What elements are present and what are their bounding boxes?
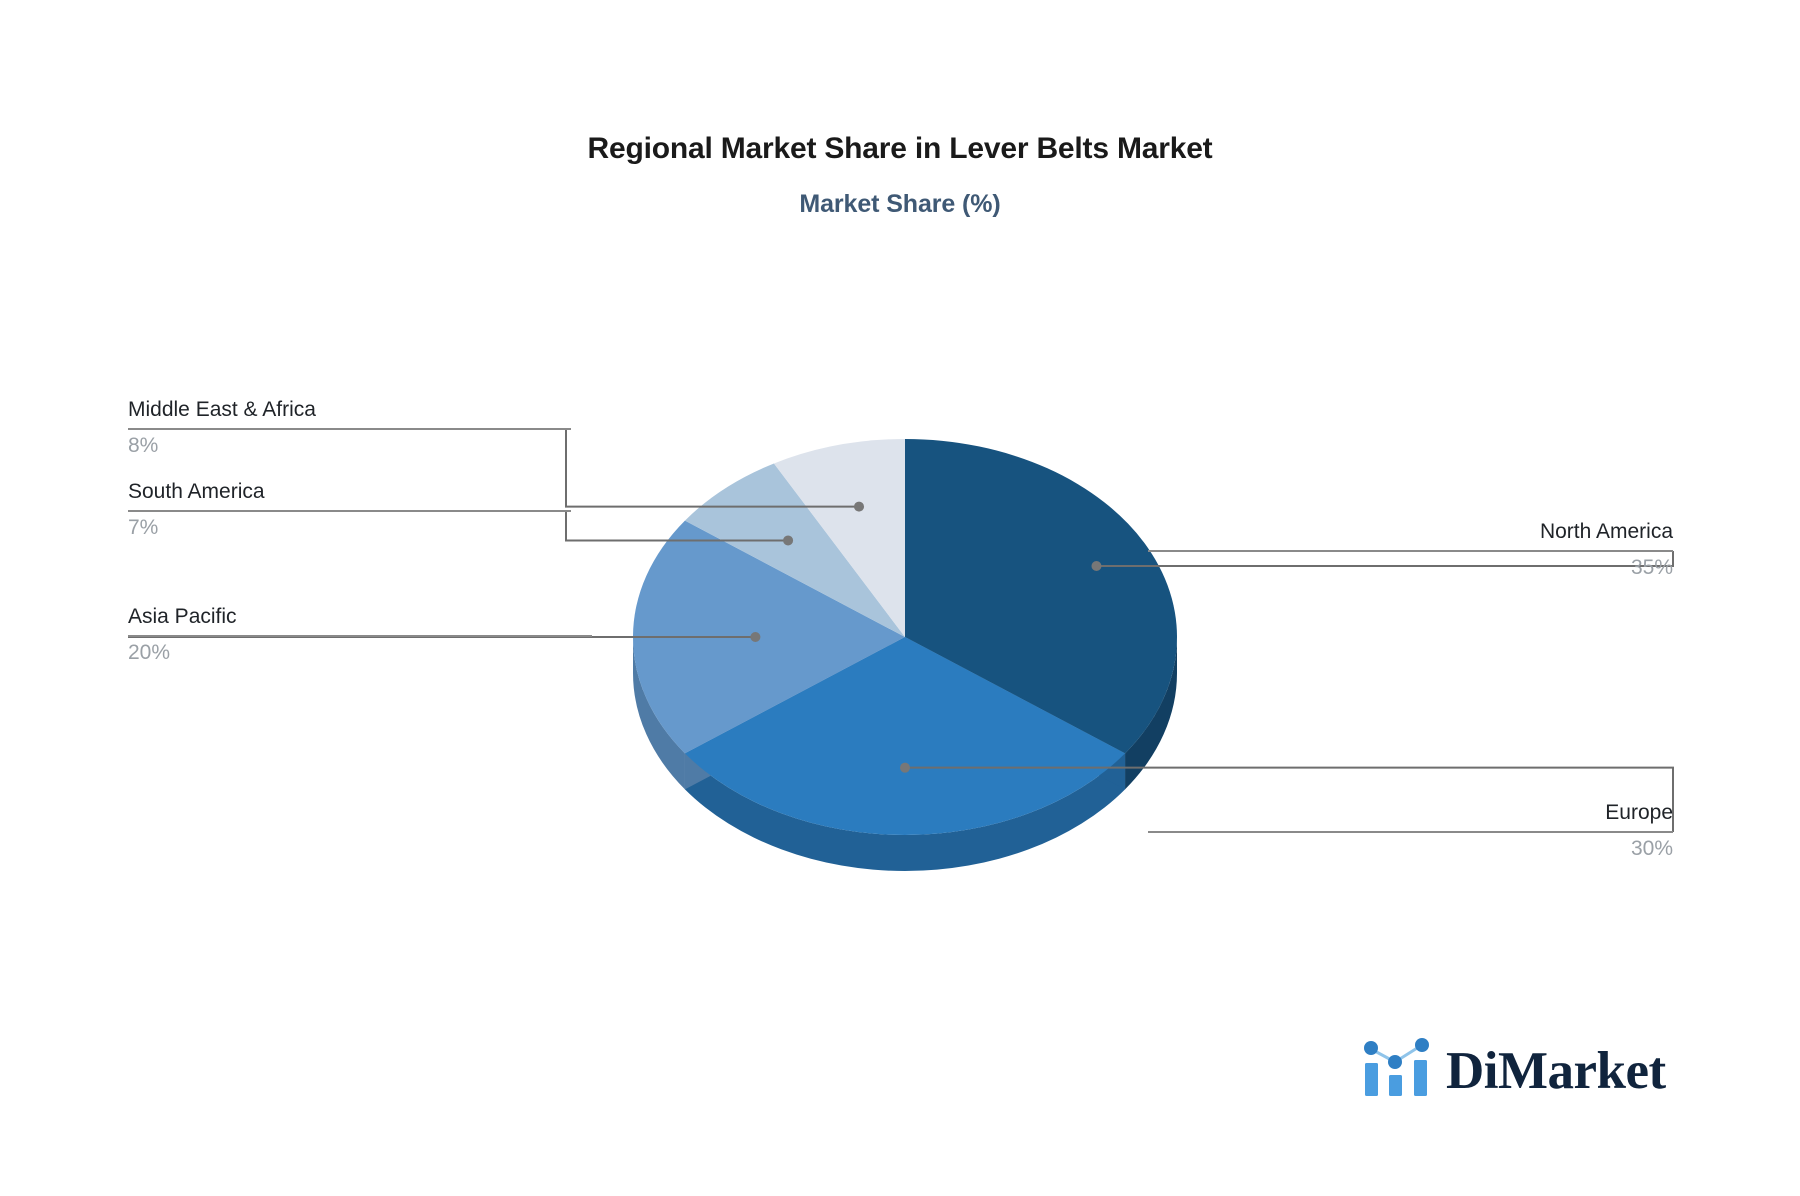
pie-slices [633, 439, 1177, 835]
pie-slice-asia-pacific[interactable] [633, 520, 905, 754]
pie-slice-side [684, 753, 1126, 871]
callout-asia-pacific[interactable]: Asia Pacific 20% [128, 604, 592, 666]
callout-value: 30% [1630, 837, 1673, 860]
chart-subtitle: Market Share (%) [799, 190, 1001, 218]
dimarket-logo: DiMarket [1362, 1035, 1666, 1100]
callout-value: 35% [1630, 556, 1673, 579]
leader-lines [128, 428, 1674, 832]
callout-europe[interactable]: Europe 30% [1148, 800, 1673, 862]
leader-line-eu [905, 766, 1674, 832]
callout-rule [1148, 550, 1673, 552]
callout-value: 20% [128, 641, 171, 664]
leader-anchor-na [1091, 560, 1102, 571]
callout-rule [128, 510, 571, 512]
leader-anchor-sa [783, 535, 794, 546]
pie-slice-europe[interactable] [684, 637, 1126, 835]
callout-north-america[interactable]: North America 35% [1148, 519, 1673, 581]
leader-anchor-ap [750, 632, 761, 642]
bar-chart-trend-icon [1362, 1035, 1434, 1097]
pie-slice-north-america[interactable] [905, 439, 1177, 754]
callout-label: Europe [1605, 801, 1673, 824]
chart-title: Regional Market Share in Lever Belts Mar… [587, 132, 1213, 165]
callout-label: North America [1539, 520, 1673, 543]
brand-name: DiMarket [1446, 1042, 1666, 1100]
callout-value: 8% [128, 434, 159, 457]
callout-rule [128, 428, 571, 430]
callout-middle-east-africa[interactable]: Middle East & Africa 8% [128, 397, 571, 459]
pie-slice-middle-east-africa[interactable] [773, 439, 905, 637]
callout-rule [128, 635, 592, 637]
leader-line-na [1096, 551, 1674, 567]
callout-label: South America [128, 480, 265, 503]
callout-label: Middle East & Africa [128, 398, 316, 421]
leader-anchor-eu [900, 762, 910, 773]
pie-slice-side [1125, 637, 1177, 790]
callout-label: Asia Pacific [128, 605, 237, 628]
callout-south-america[interactable]: South America 7% [128, 479, 571, 541]
callout-value: 7% [128, 516, 159, 539]
pie-slice-side [633, 637, 685, 790]
leader-anchor-mea [854, 501, 865, 512]
callout-rule [1148, 831, 1673, 833]
